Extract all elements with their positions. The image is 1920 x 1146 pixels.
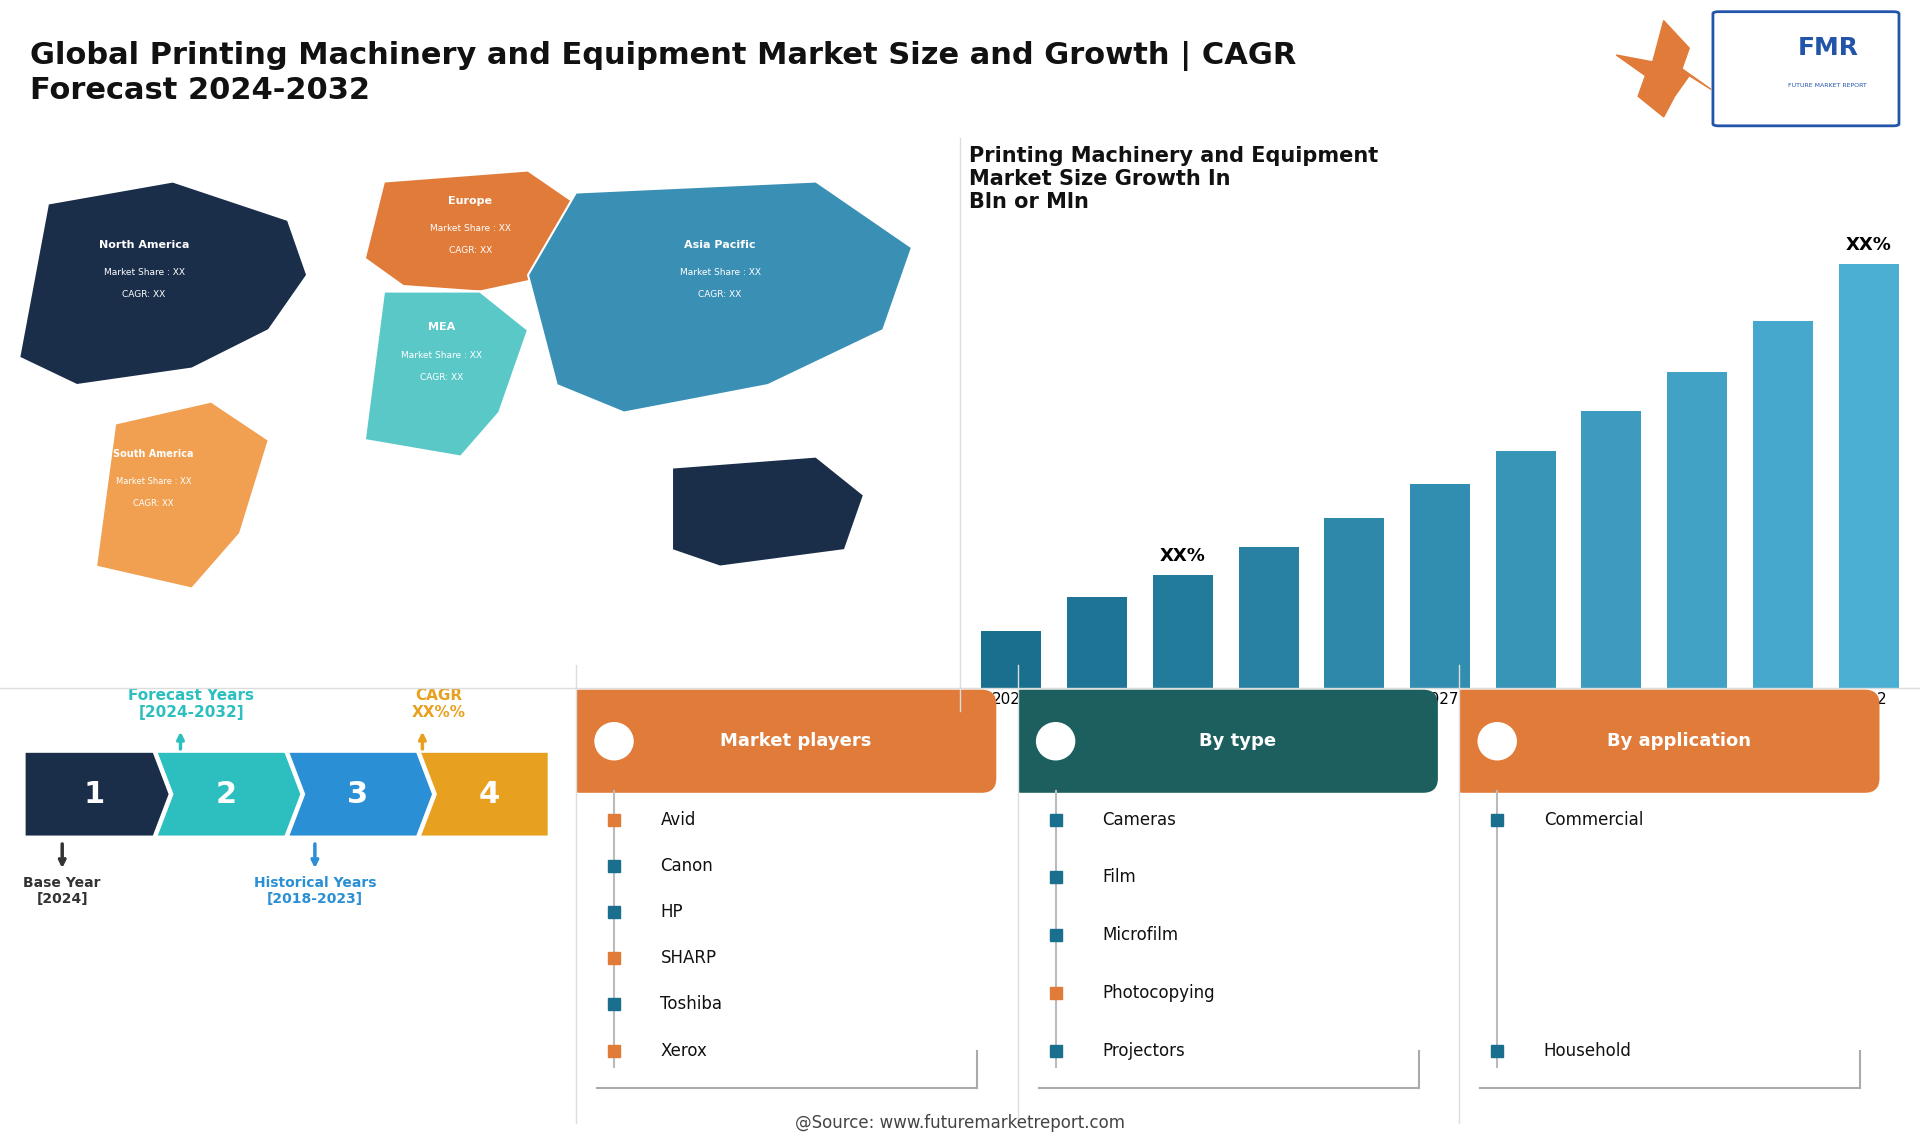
Polygon shape — [365, 291, 528, 456]
Text: SHARP: SHARP — [660, 949, 716, 967]
Polygon shape — [1617, 21, 1711, 117]
Bar — [981, 631, 1041, 688]
Text: HP: HP — [660, 903, 684, 921]
Text: Printing Machinery and Equipment
Market Size Growth In
Bln or Mln: Printing Machinery and Equipment Market … — [968, 146, 1379, 212]
Circle shape — [593, 721, 636, 762]
Text: 3: 3 — [348, 779, 369, 809]
Text: MEA: MEA — [428, 322, 455, 332]
FancyBboxPatch shape — [1008, 690, 1438, 793]
Text: CAGR: XX: CAGR: XX — [123, 290, 165, 299]
Text: FUTURE MARKET REPORT: FUTURE MARKET REPORT — [1788, 83, 1868, 88]
Bar — [1496, 450, 1555, 688]
Text: South America: South America — [113, 448, 194, 458]
Text: 1: 1 — [84, 779, 106, 809]
Bar — [1582, 411, 1642, 688]
Text: CAGR: XX: CAGR: XX — [420, 372, 463, 382]
Bar — [1753, 321, 1812, 688]
Text: Market Share : XX: Market Share : XX — [680, 268, 760, 277]
Text: Toshiba: Toshiba — [660, 996, 722, 1013]
Text: CAGR: XX: CAGR: XX — [132, 499, 175, 508]
Polygon shape — [156, 752, 301, 837]
Text: CAGR: XX: CAGR: XX — [699, 290, 741, 299]
Text: Household: Household — [1544, 1042, 1632, 1060]
Text: XX%: XX% — [1845, 236, 1891, 254]
Text: Photocopying: Photocopying — [1102, 984, 1215, 1002]
Polygon shape — [96, 401, 269, 589]
Text: Market Share : XX: Market Share : XX — [115, 477, 192, 486]
Text: Base Year
[2024]: Base Year [2024] — [23, 876, 102, 905]
Text: Projectors: Projectors — [1102, 1042, 1185, 1060]
Text: CAGR: XX: CAGR: XX — [449, 246, 492, 256]
Text: Canon: Canon — [660, 857, 712, 874]
Polygon shape — [672, 456, 864, 566]
Text: Asia Pacific: Asia Pacific — [684, 240, 756, 250]
Text: By type: By type — [1198, 732, 1275, 751]
Polygon shape — [420, 752, 549, 837]
Circle shape — [1035, 721, 1077, 762]
Polygon shape — [365, 171, 576, 291]
Bar — [1152, 575, 1213, 688]
Text: @Source: www.futuremarketreport.com: @Source: www.futuremarketreport.com — [795, 1114, 1125, 1132]
Text: Microfilm: Microfilm — [1102, 926, 1179, 944]
Text: Global Printing Machinery and Equipment Market Size and Growth | CAGR
Forecast 2: Global Printing Machinery and Equipment … — [31, 41, 1296, 104]
Polygon shape — [19, 181, 307, 385]
Bar — [1409, 485, 1471, 688]
Circle shape — [1476, 721, 1519, 762]
Text: 4: 4 — [478, 779, 501, 809]
Text: 2: 2 — [215, 779, 236, 809]
Text: Xerox: Xerox — [660, 1042, 707, 1060]
Text: Commercial: Commercial — [1544, 810, 1644, 829]
Text: Market players: Market players — [720, 732, 872, 751]
Text: Forecast Years
[2024-2032]: Forecast Years [2024-2032] — [129, 688, 253, 720]
Text: Historical Years
[2018-2023]: Historical Years [2018-2023] — [253, 876, 376, 905]
Text: Avid: Avid — [660, 810, 695, 829]
Bar — [1667, 371, 1728, 688]
Bar — [1238, 547, 1298, 688]
Text: Market Share : XX: Market Share : XX — [401, 351, 482, 360]
Polygon shape — [25, 752, 169, 837]
Polygon shape — [288, 752, 434, 837]
Text: Cameras: Cameras — [1102, 810, 1175, 829]
Text: XX%: XX% — [1160, 547, 1206, 565]
Text: By application: By application — [1607, 732, 1751, 751]
Bar — [1839, 265, 1899, 688]
FancyBboxPatch shape — [1450, 690, 1880, 793]
Bar — [1068, 597, 1127, 688]
Text: North America: North America — [98, 240, 190, 250]
Polygon shape — [528, 181, 912, 413]
FancyBboxPatch shape — [566, 690, 996, 793]
Text: Europe: Europe — [449, 196, 492, 205]
Text: Film: Film — [1102, 869, 1137, 886]
Bar — [1325, 518, 1384, 688]
FancyBboxPatch shape — [1713, 11, 1899, 126]
Text: FMR: FMR — [1797, 37, 1859, 60]
Text: Market Share : XX: Market Share : XX — [104, 268, 184, 277]
Text: CAGR
XX%%: CAGR XX%% — [411, 688, 465, 720]
Text: Market Share : XX: Market Share : XX — [430, 223, 511, 233]
